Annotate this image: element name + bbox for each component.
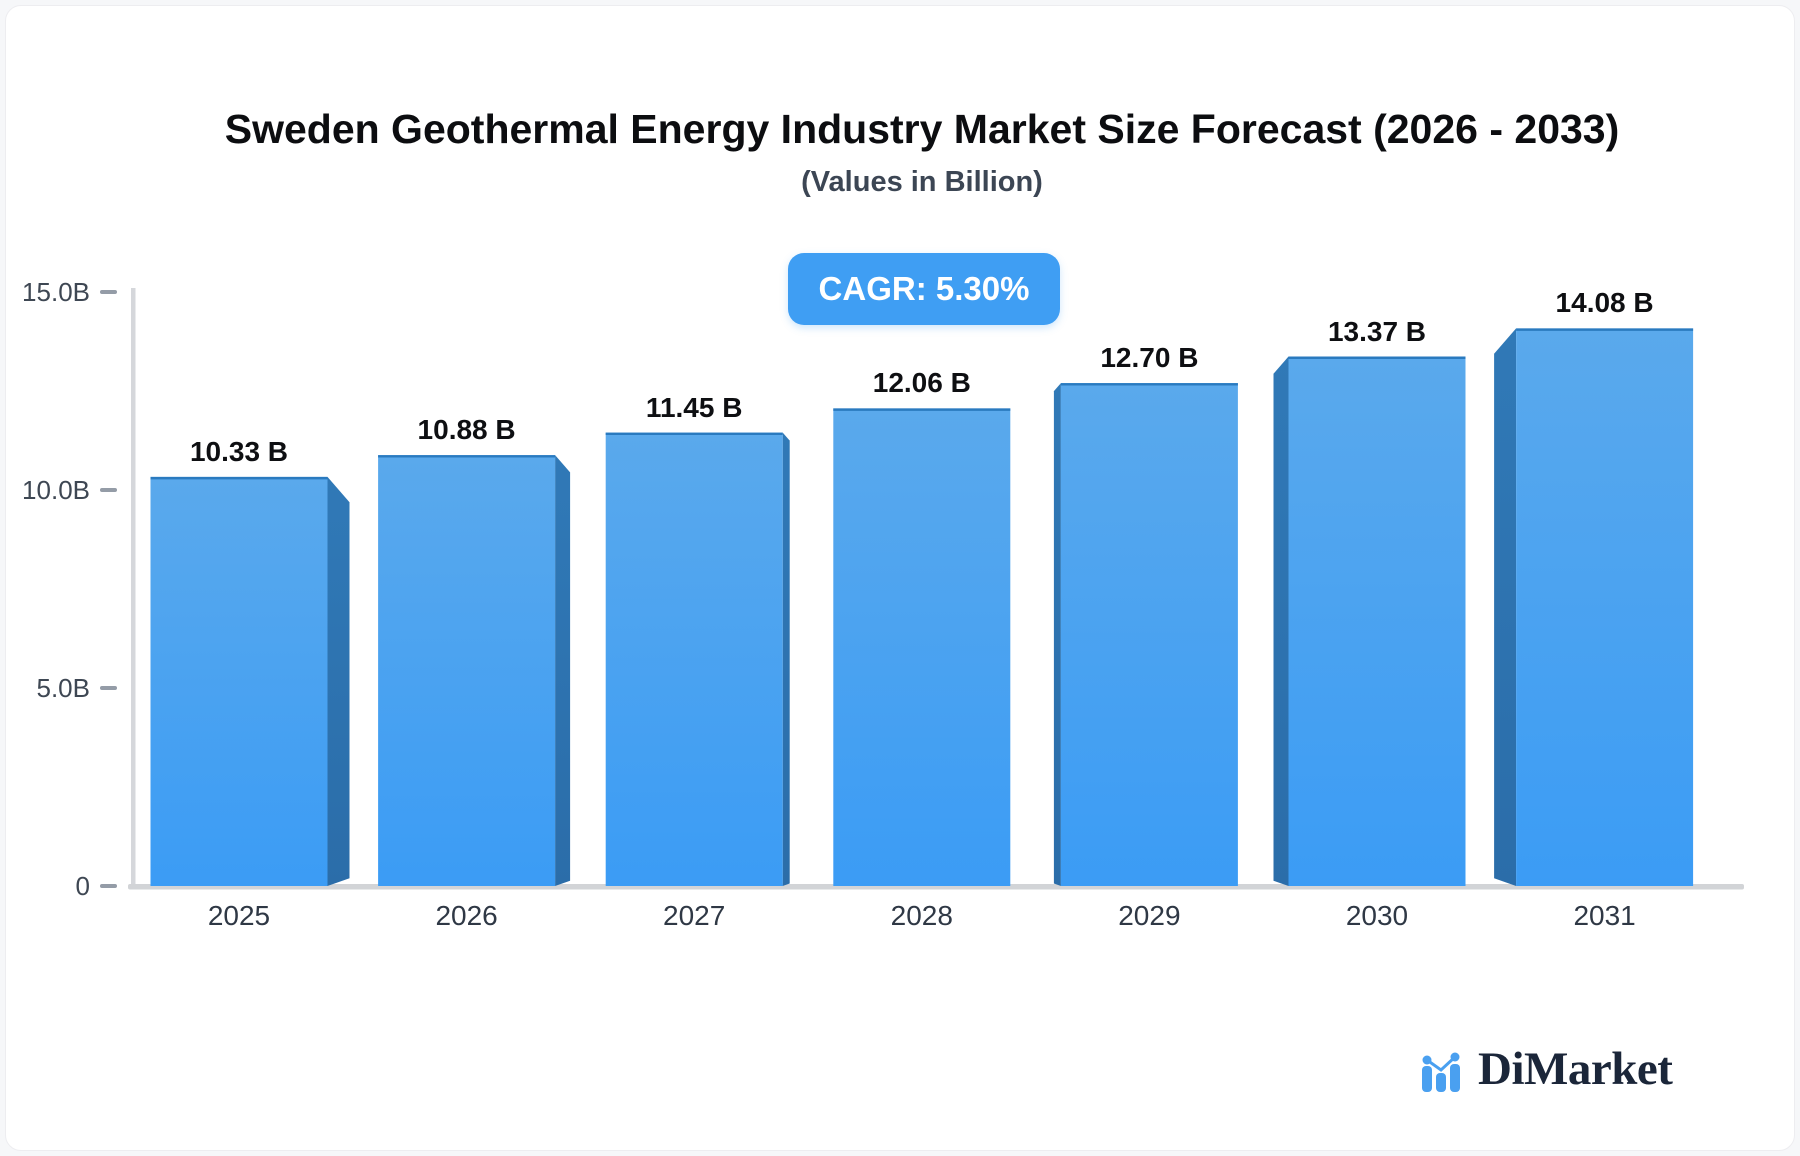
bar-face-2027 <box>605 432 783 886</box>
chart-title: Sweden Geothermal Energy Industry Market… <box>224 106 1620 152</box>
logo-text: DiMarket <box>1478 1043 1673 1095</box>
bar-side-2027 <box>782 432 790 886</box>
bar-side-2029 <box>1053 383 1061 886</box>
y-axis-tick <box>100 290 117 294</box>
bar-side-2030 <box>1273 356 1289 887</box>
dimarket-logo: DiMarket <box>1420 1042 1673 1095</box>
x-axis-label: 2025 <box>207 900 271 931</box>
bar-face-2026 <box>378 455 556 886</box>
bar-face-2028 <box>833 408 1011 886</box>
x-axis-label: 2031 <box>1573 900 1636 931</box>
bar-side-2026 <box>555 455 571 886</box>
x-axis-label: 2027 <box>663 900 726 931</box>
cagr-badge: CAGR: 5.30% <box>788 253 1060 325</box>
x-axis-label: 2029 <box>1118 900 1181 931</box>
y-axis-label: 5.0B <box>36 673 91 703</box>
chart-subtitle: (Values in Billion) <box>801 166 1043 198</box>
y-axis-label: 10.0B <box>22 475 90 505</box>
y-axis-tick <box>100 488 117 492</box>
bar-value-label: 12.70 B <box>1100 342 1199 374</box>
bar-face-2030 <box>1288 356 1466 887</box>
bar-value-label: 14.08 B <box>1555 287 1654 319</box>
y-axis-line <box>131 288 136 889</box>
bar-side-2031 <box>1494 328 1517 886</box>
bar-face-2031 <box>1516 328 1694 886</box>
bar-chart-trend-icon <box>1422 1052 1460 1092</box>
bar-value-label: 11.45 B <box>645 391 743 423</box>
x-axis-label: 2030 <box>1345 900 1409 931</box>
y-axis-tick <box>100 884 117 888</box>
x-axis-label: 2028 <box>890 900 953 931</box>
bar-face-2029 <box>1060 383 1238 886</box>
bar-value-label: 10.33 B <box>189 435 289 467</box>
y-axis-label: 15.0B <box>22 277 90 307</box>
x-axis-label: 2026 <box>435 900 498 931</box>
bar-face-2025 <box>150 476 328 886</box>
bar-side-2025 <box>327 476 350 886</box>
y-axis-label: 0 <box>75 871 90 901</box>
bar-value-label: 10.88 B <box>417 414 516 446</box>
bar-value-label: 12.06 B <box>872 367 971 399</box>
y-axis-tick <box>100 686 117 690</box>
bar-value-label: 13.37 B <box>1327 315 1427 347</box>
